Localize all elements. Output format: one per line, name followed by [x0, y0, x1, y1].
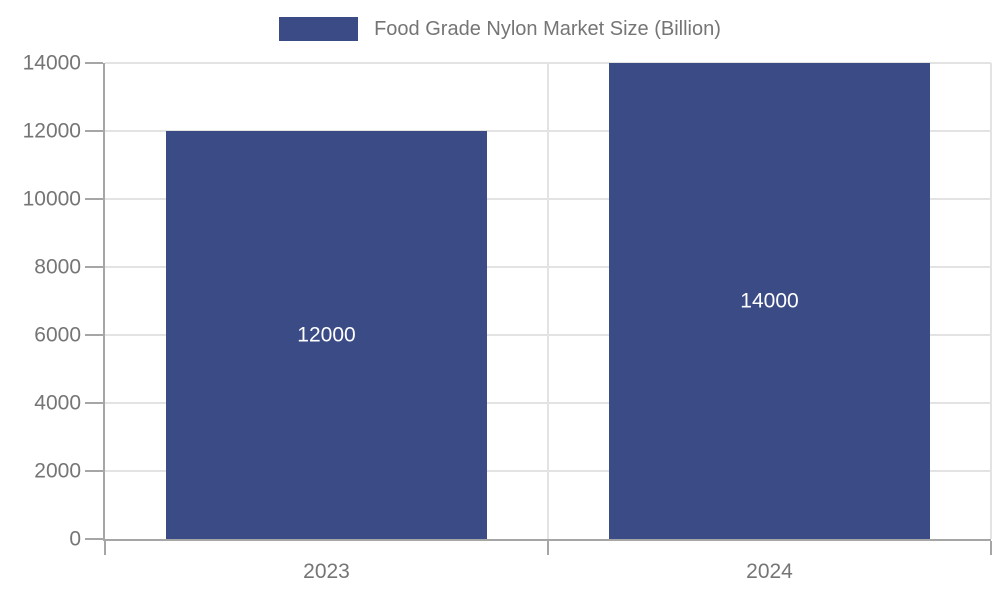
y-axis-tick: [85, 334, 103, 336]
vertical-gridline: [547, 63, 549, 539]
bar-2024: [608, 63, 931, 539]
y-axis-tick: [85, 538, 103, 540]
x-axis-tick: [104, 541, 106, 555]
y-axis-tick: [85, 266, 103, 268]
y-axis-tick-label: 8000: [34, 255, 81, 279]
y-axis-tick-label: 6000: [34, 323, 81, 347]
y-axis-tick-label: 0: [69, 527, 81, 551]
y-axis-tick: [85, 470, 103, 472]
y-axis-tick: [85, 62, 103, 64]
bar-value-label: 14000: [740, 289, 799, 313]
x-axis-tick: [990, 541, 992, 555]
x-axis-tick-label: 2023: [303, 560, 350, 583]
y-axis-tick-label: 10000: [22, 187, 81, 211]
chart-legend[interactable]: Food Grade Nylon Market Size (Billion): [0, 17, 1000, 41]
legend-label: Food Grade Nylon Market Size (Billion): [374, 17, 721, 40]
y-axis-tick-label: 2000: [34, 459, 81, 483]
bar-2023: [165, 131, 488, 539]
y-axis-tick: [85, 198, 103, 200]
y-axis-tick: [85, 130, 103, 132]
x-axis-tick-label: 2024: [746, 560, 793, 583]
bar-value-label: 12000: [297, 323, 356, 347]
y-axis-tick: [85, 402, 103, 404]
y-axis-tick-label: 12000: [22, 119, 81, 143]
y-axis-tick-label: 14000: [22, 51, 81, 75]
plot-area: 0 2000 4000 6000 8000 10000 12000 14000 12000 202…: [23, 53, 992, 582]
x-axis-tick: [547, 541, 549, 555]
legend-swatch: [279, 17, 359, 41]
vertical-gridline: [990, 63, 992, 539]
y-axis-tick-label: 4000: [34, 391, 81, 415]
